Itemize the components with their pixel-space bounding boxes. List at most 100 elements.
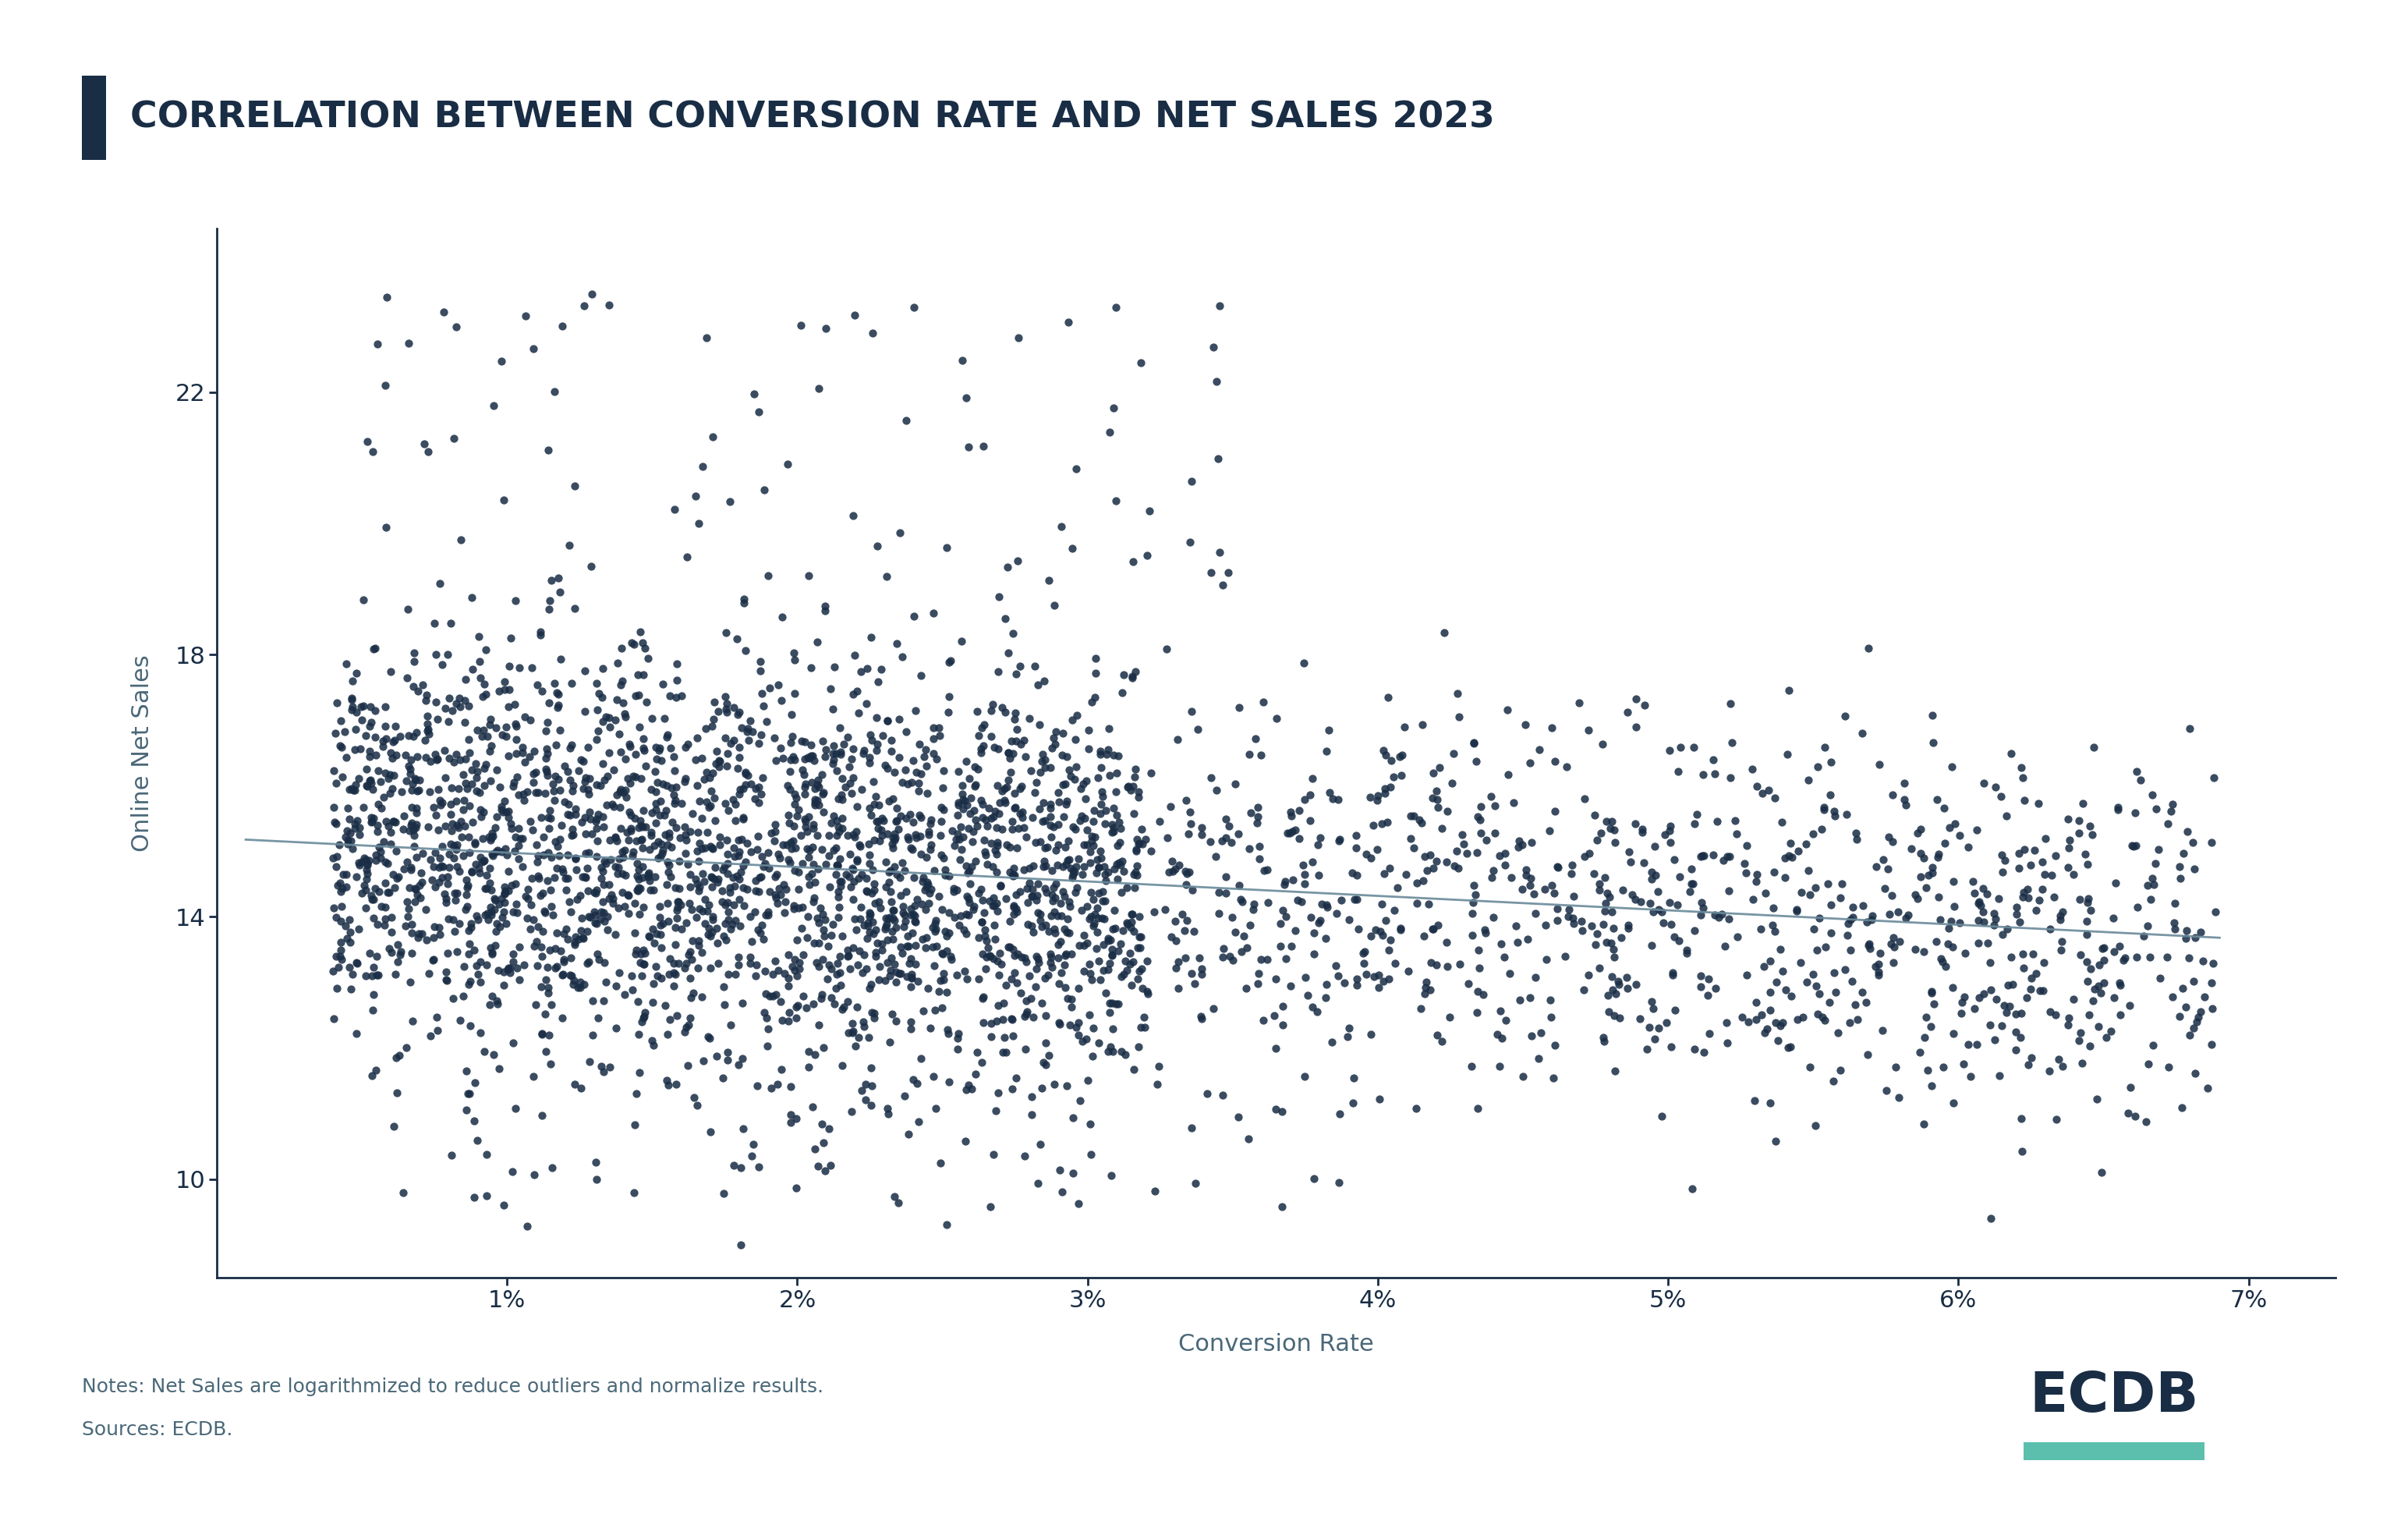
Point [657, 876, 696, 900]
Point [597, 824, 636, 849]
Point [1385, 715, 1423, 739]
Point [944, 348, 982, 373]
Point [619, 663, 657, 687]
Point [879, 862, 917, 887]
Point [347, 774, 385, 799]
Point [771, 730, 809, 754]
Point [1139, 1072, 1178, 1097]
Point [917, 1097, 956, 1121]
Point [547, 867, 585, 891]
Point [710, 881, 749, 905]
Point [1329, 908, 1368, 932]
Point [946, 748, 985, 773]
Point [2155, 911, 2194, 935]
Point [2081, 981, 2119, 1005]
Point [995, 782, 1033, 806]
Point [385, 856, 424, 881]
Point [1223, 938, 1262, 963]
Point [340, 917, 378, 941]
Point [742, 659, 780, 683]
Point [1418, 952, 1457, 976]
Point [330, 908, 368, 932]
Point [874, 760, 913, 785]
Point [1924, 1056, 1963, 1080]
Point [489, 879, 527, 903]
Point [785, 730, 824, 754]
Point [961, 878, 999, 902]
Point [1943, 1051, 1982, 1075]
Point [426, 765, 465, 789]
Point [672, 986, 710, 1010]
Point [1594, 937, 1633, 961]
Point [496, 692, 535, 716]
Point [653, 864, 691, 888]
Point [987, 774, 1026, 799]
Point [484, 789, 523, 814]
Point [1587, 865, 1625, 890]
Point [2194, 765, 2232, 789]
Point [458, 765, 496, 789]
Point [419, 855, 458, 879]
Point [496, 589, 535, 613]
Point [1074, 799, 1112, 823]
Point [879, 745, 917, 770]
Point [751, 984, 790, 1008]
Point [624, 963, 662, 987]
Point [1394, 803, 1433, 827]
Point [655, 788, 694, 812]
Point [1765, 865, 1804, 890]
Point [751, 821, 790, 846]
Point [515, 934, 554, 958]
Point [814, 913, 852, 937]
Point [2042, 929, 2081, 954]
Point [1047, 975, 1086, 999]
Point [508, 907, 547, 931]
Point [624, 952, 662, 976]
Point [1592, 931, 1630, 955]
Point [616, 684, 655, 709]
Point [489, 805, 527, 829]
Point [1112, 774, 1151, 799]
Point [385, 742, 424, 767]
Point [946, 884, 985, 908]
Point [1320, 964, 1358, 989]
Point [1635, 899, 1674, 923]
Point [1681, 975, 1719, 999]
Point [1811, 920, 1849, 945]
Point [501, 826, 539, 850]
Point [1825, 957, 1864, 981]
Point [371, 881, 409, 905]
Point [368, 879, 407, 903]
Point [718, 627, 756, 651]
Point [874, 926, 913, 951]
Point [995, 797, 1033, 821]
Point [725, 759, 763, 783]
Point [571, 905, 609, 929]
Point [515, 760, 554, 785]
Point [1103, 919, 1141, 943]
Point [1103, 1039, 1141, 1063]
Point [672, 897, 710, 922]
Point [677, 748, 715, 773]
Point [1117, 935, 1156, 960]
Point [2182, 999, 2220, 1024]
Point [1262, 1194, 1300, 1218]
Point [527, 764, 566, 788]
Point [344, 589, 383, 613]
Point [1023, 748, 1062, 773]
Point [732, 773, 771, 797]
Point [739, 1154, 778, 1179]
Point [2068, 887, 2107, 911]
Point [340, 850, 378, 875]
Point [785, 747, 824, 771]
Point [913, 808, 951, 832]
Point [1047, 941, 1086, 966]
Point [477, 840, 515, 864]
Point [1996, 1019, 2035, 1043]
Point [804, 917, 843, 941]
Point [708, 961, 746, 986]
Point [1548, 905, 1587, 929]
Point [1751, 949, 1789, 973]
Point [1067, 931, 1105, 955]
Point [1072, 961, 1110, 986]
